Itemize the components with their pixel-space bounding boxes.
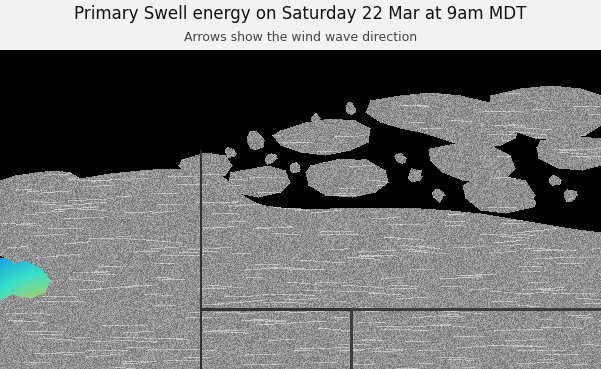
- Text: Arrows show the wind wave direction: Arrows show the wind wave direction: [184, 31, 417, 44]
- Text: Primary Swell energy on Saturday 22 Mar at 9am MDT: Primary Swell energy on Saturday 22 Mar …: [75, 5, 526, 23]
